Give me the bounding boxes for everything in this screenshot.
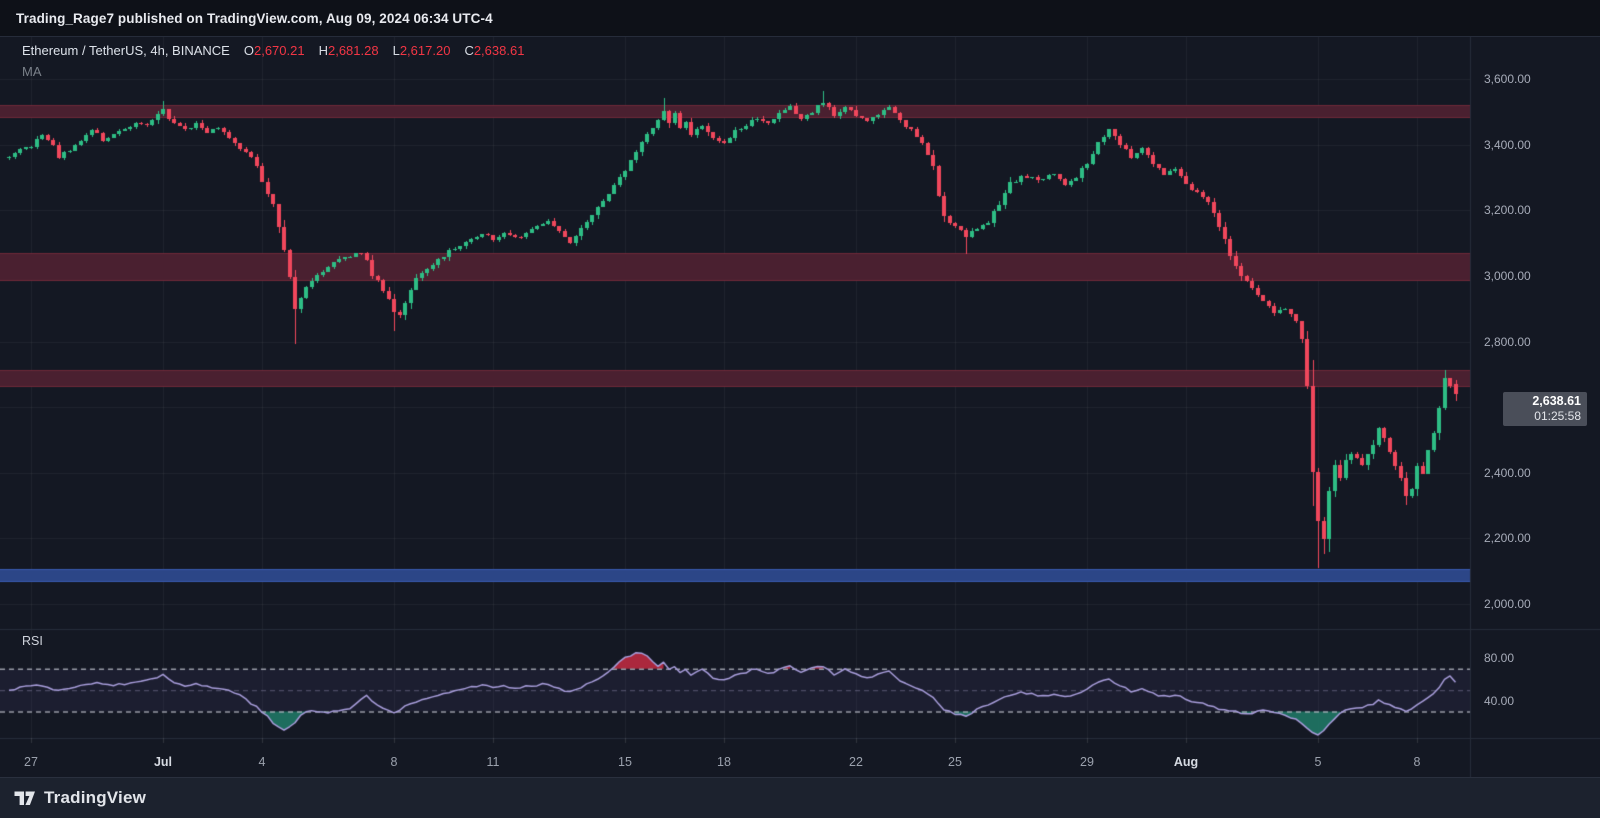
price-axis-label: 3,400.00 (1484, 137, 1531, 152)
tradingview-brand[interactable]: TradingView (13, 788, 146, 808)
price-axis-label: 2,000.00 (1484, 597, 1531, 611)
time-axis-label: 4 (258, 755, 266, 769)
tradingview-logo-icon (13, 788, 36, 808)
symbol-title[interactable]: Ethereum / TetherUS, 4h, BINANCE (22, 43, 230, 58)
price-axis-label: 2,800.00 (1484, 334, 1531, 349)
rsi-axis-label: 40.00 (1484, 693, 1515, 708)
price-axis-label: 3,600.00 (1484, 72, 1531, 86)
time-axis-label: 8 (390, 755, 398, 769)
last-price-label: 2,638.61 01:25:58 (1503, 392, 1587, 426)
time-axis-label: 25 (948, 755, 962, 769)
time-axis-label: 18 (717, 755, 731, 769)
time-axis-label: 8 (1413, 755, 1421, 769)
time-axis-label: 11 (486, 755, 500, 769)
candlestick-chart-canvas[interactable] (0, 37, 1600, 777)
time-axis-label: 5 (1314, 755, 1322, 769)
ohlc-values: O2,670.21 H2,681.28 L2,617.20 C2,638.61 (230, 43, 525, 58)
ohlc-l: L2,617.20 (392, 43, 451, 58)
time-axis-label: Jul (153, 755, 173, 769)
indicator-label[interactable]: MA (22, 64, 42, 79)
time-axis-label: 15 (618, 755, 632, 769)
rsi-indicator-label[interactable]: RSI (22, 634, 43, 648)
rsi-axis-label: 80.00 (1484, 651, 1515, 665)
ohlc-c: C2,638.61 (464, 43, 525, 58)
tradingview-wordmark: TradingView (44, 788, 147, 807)
ohlc-h: H2,681.28 (318, 43, 379, 58)
published-line: Trading_Rage7 published on TradingView.c… (16, 10, 493, 26)
footer-bar: TradingView (0, 777, 1600, 818)
publish-bar: Trading_Rage7 published on TradingView.c… (0, 0, 1600, 37)
ohlc-o: O2,670.21 (243, 43, 305, 58)
time-axis[interactable]: 27 Jul 4 8 11 15 18 22 25 29 Aug 5 8 (0, 739, 1470, 777)
last-price-value: 2,638.61 (1532, 394, 1581, 408)
time-axis-label: 22 (849, 755, 863, 769)
bar-close-countdown: 01:25:58 (1534, 409, 1581, 423)
time-axis-label: 29 (1080, 755, 1094, 769)
price-axis-label: 2,400.00 (1484, 465, 1531, 480)
price-axis-label: 3,000.00 (1484, 268, 1531, 283)
price-axis-label: 3,200.00 (1484, 203, 1531, 218)
price-axis[interactable]: 3,600.00 3,400.00 3,200.00 3,000.00 2,800.00… (1470, 37, 1600, 738)
chart-area: Ethereum / TetherUS, 4h, BINANCE O2,670.2… (0, 37, 1600, 777)
time-axis-label: Aug (1173, 755, 1199, 769)
chart-legend: Ethereum / TetherUS, 4h, BINANCE O2,670.2… (22, 41, 524, 81)
price-axis-label: 2,200.00 (1484, 531, 1531, 546)
time-axis-label: 27 (24, 755, 38, 769)
